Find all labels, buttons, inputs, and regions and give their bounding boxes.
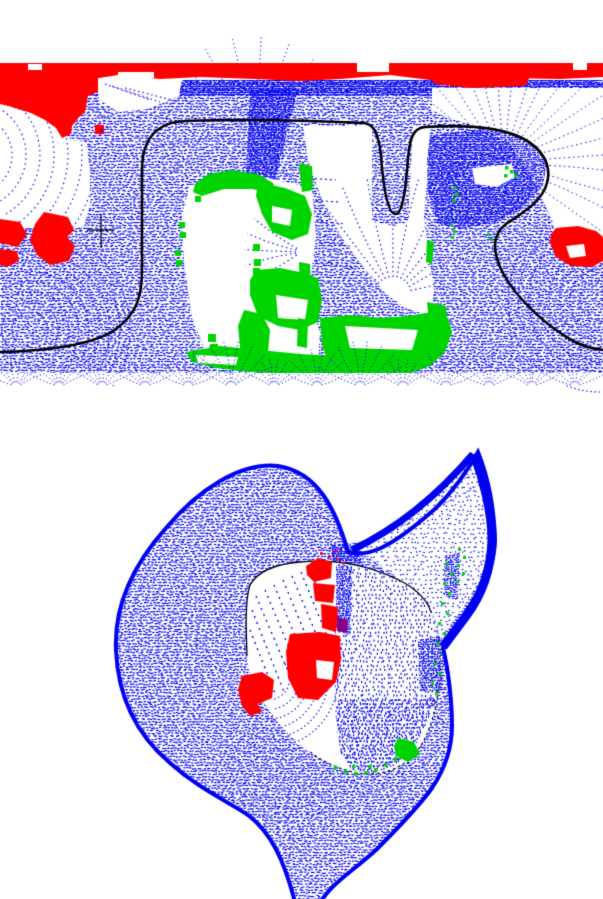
panel-flat-map bbox=[0, 63, 603, 385]
panel-3d-surface bbox=[100, 440, 500, 899]
